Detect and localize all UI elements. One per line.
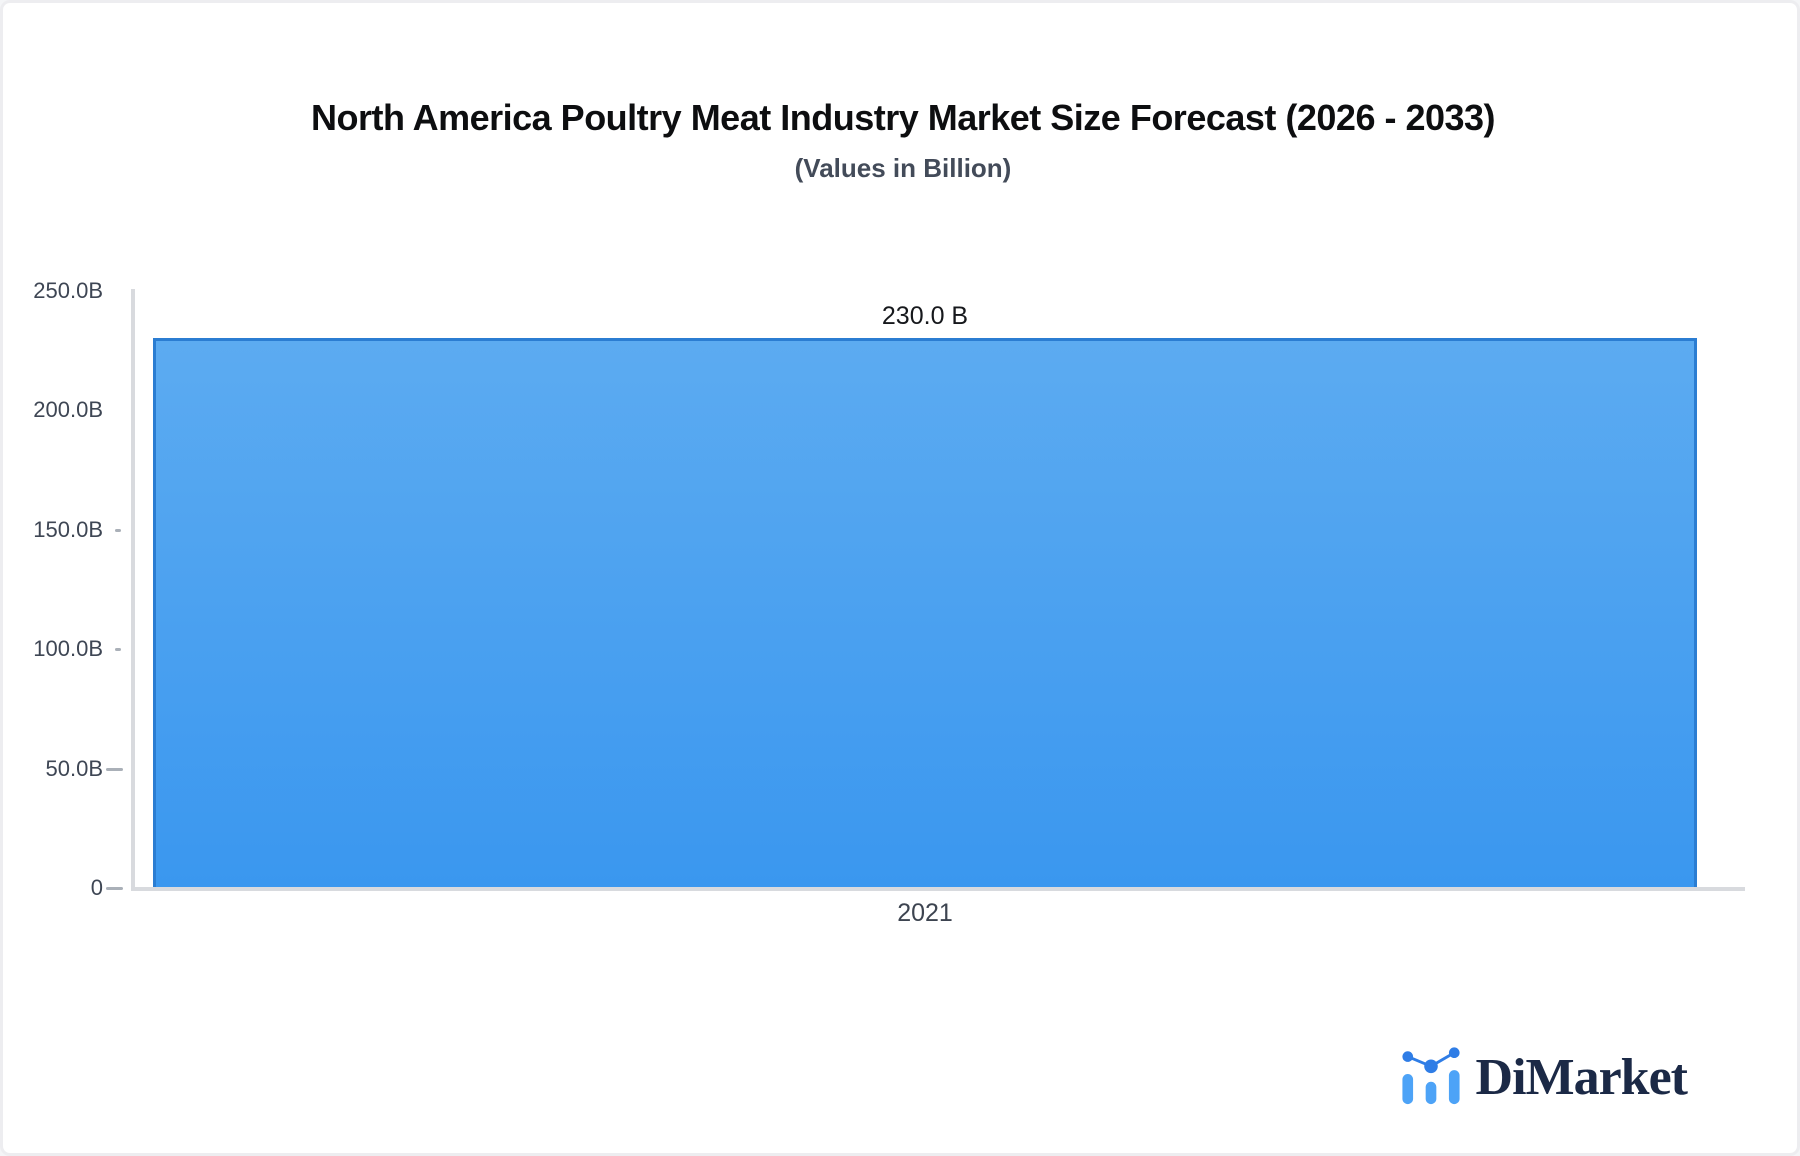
bar-2021[interactable]: 230.0 B xyxy=(153,302,1697,887)
y-tick-mark-0 xyxy=(106,887,123,890)
y-tick-label-50: 50.0B xyxy=(45,756,104,781)
x-tick-label-2021: 2021 xyxy=(897,899,953,927)
y-tick-mark-50 xyxy=(106,768,123,771)
logo-text: DiMarket xyxy=(1475,1048,1688,1106)
y-axis-line xyxy=(131,289,135,891)
y-tick-label-150: 150.0B xyxy=(33,517,103,542)
chart-title: North America Poultry Meat Industry Mark… xyxy=(310,97,1496,138)
y-tick-label-200: 200.0B xyxy=(33,397,103,422)
plot-area: 230.0 B 2021 xyxy=(133,290,1745,927)
y-tick-label-100: 100.0B xyxy=(33,636,103,661)
x-axis-line xyxy=(131,887,1745,891)
y-tick-mark-100 xyxy=(115,648,121,651)
y-tick-mark-150 xyxy=(115,529,121,532)
dimarket-logo: DiMarket xyxy=(1399,1044,1688,1111)
chart-subtitle: (Values in Billion) xyxy=(794,153,1012,183)
bar-chart-logo-icon xyxy=(1399,1044,1463,1111)
y-tick-label-0: 0 xyxy=(90,875,103,900)
y-tick-label-250: 250.0B xyxy=(33,278,103,303)
bar-value-label: 230.0 B xyxy=(881,301,969,330)
